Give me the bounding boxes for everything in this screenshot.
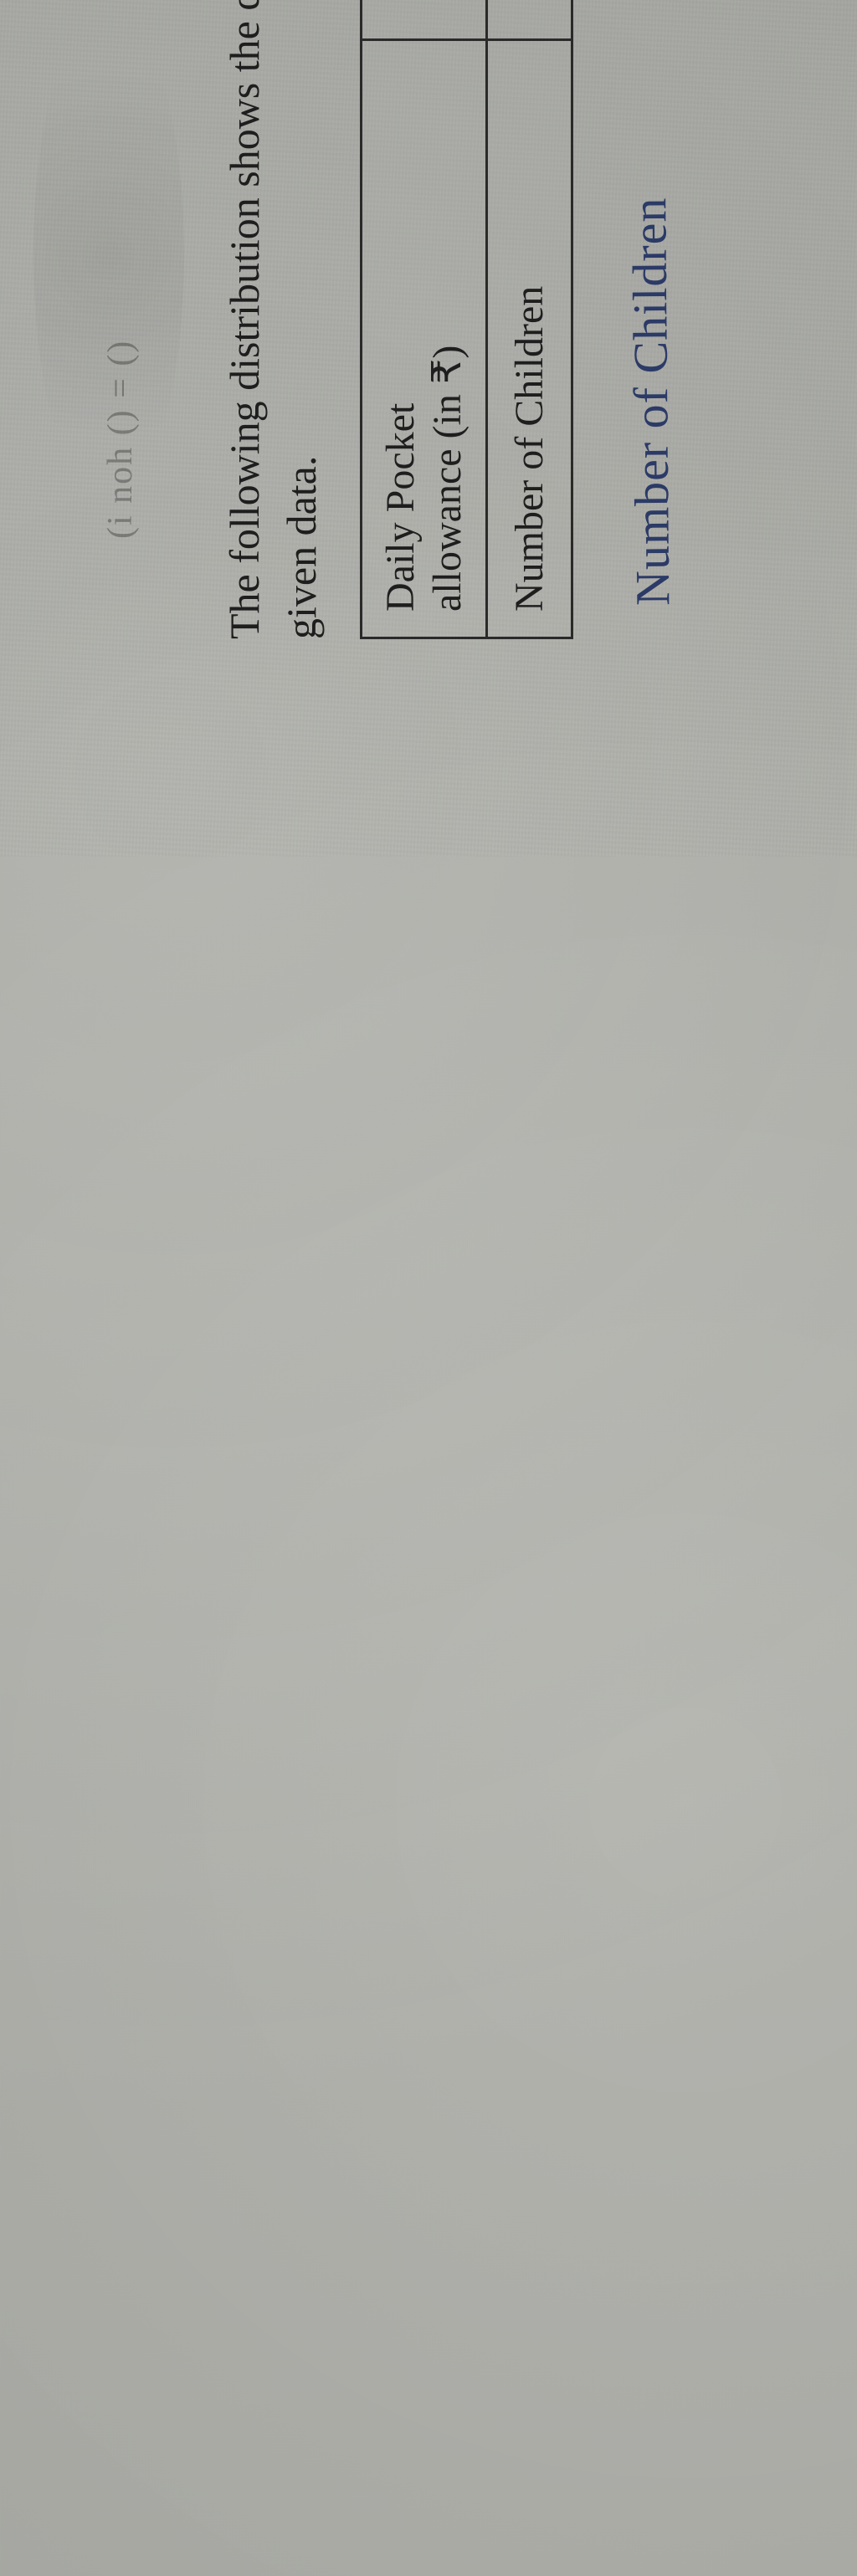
table-cell: 11–13 — [362, 0, 487, 39]
page-content: (i noh () = () Or The following distribu… — [0, 0, 857, 857]
table-row: Number of Children 7 6 9 13 20 5 4 — [487, 0, 572, 638]
handwritten-note: Number of Children — [606, 0, 681, 606]
heading-or: Or — [147, 0, 197, 639]
row-header-line: Number of Children — [507, 286, 552, 612]
row-header-line: allowance (in ₹) — [423, 78, 470, 612]
row-header-line: Daily Pocket — [377, 78, 423, 612]
table-cell: 7 — [487, 0, 572, 39]
table-row: Daily Pocket allowance (in ₹) 11–13 13–1… — [362, 0, 487, 638]
faint-scribble-text: (i noh () = () — [100, 0, 141, 539]
question-text: The following distribution shows the dai… — [217, 0, 330, 639]
row-header-children: Number of Children — [487, 39, 572, 638]
allowance-table: Daily Pocket allowance (in ₹) 11–13 13–1… — [360, 0, 573, 639]
row-header-allowance: Daily Pocket allowance (in ₹) — [362, 39, 487, 638]
